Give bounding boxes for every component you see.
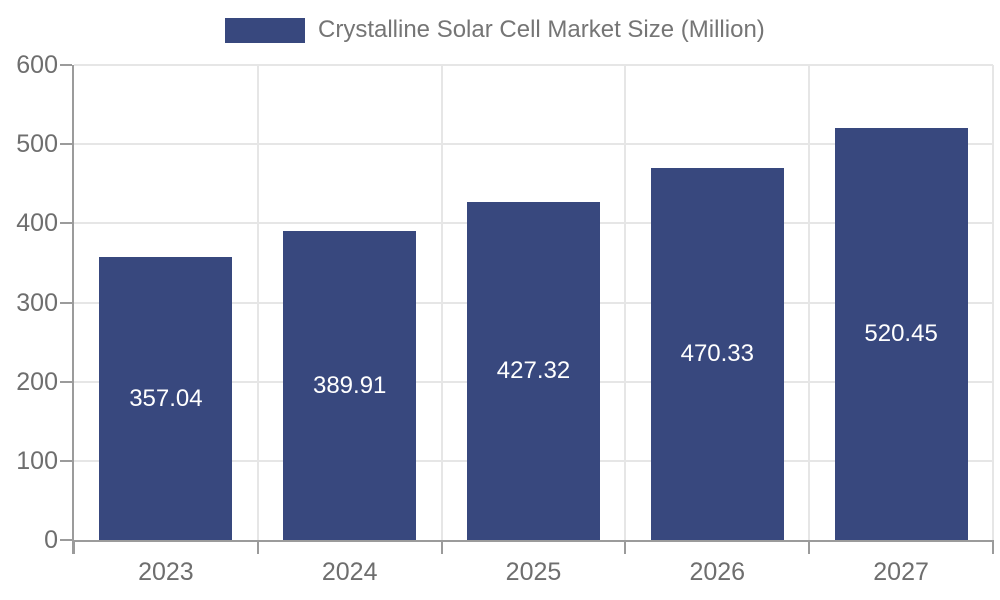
- y-tick-label: 300: [16, 288, 58, 317]
- y-axis-tick: [60, 301, 72, 304]
- legend[interactable]: Crystalline Solar Cell Market Size (Mill…: [225, 16, 765, 44]
- plot-area: 357.04 389.91 427.32 470.33 520.45: [60, 64, 994, 554]
- x-tick-label-2025: 2025: [505, 558, 562, 586]
- bar-2025: 427.32: [467, 201, 600, 540]
- bar-value-label: 427.32: [496, 356, 571, 384]
- gridline-vertical: [992, 65, 994, 540]
- y-tick-label: 100: [16, 446, 58, 475]
- bar-2024: 389.91: [283, 231, 417, 540]
- bar-2023: 357.04: [99, 257, 233, 540]
- y-axis-tick: [60, 64, 72, 66]
- x-axis-tick: [440, 540, 443, 554]
- gridline-vertical: [624, 65, 627, 540]
- gridline-vertical: [256, 65, 259, 540]
- x-axis-tick: [992, 540, 994, 554]
- y-tick-label: 0: [44, 526, 58, 554]
- y-axis-tick: [60, 459, 72, 462]
- bar-2026: 470.33: [650, 167, 784, 540]
- bar-value-label: 389.91: [312, 371, 387, 399]
- y-axis-tick: [60, 222, 72, 225]
- y-axis-tick: [60, 143, 72, 146]
- x-axis-tick: [256, 540, 259, 554]
- gridline-vertical: [808, 65, 811, 540]
- x-axis-tick: [624, 540, 627, 554]
- x-axis-line: [74, 540, 993, 542]
- y-axis-tick: [60, 380, 72, 383]
- bar-value-label: 470.33: [680, 339, 754, 367]
- gridline-horizontal: [74, 64, 993, 66]
- y-axis-tick: [60, 539, 72, 541]
- legend-label: Crystalline Solar Cell Market Size (Mill…: [318, 16, 765, 43]
- x-axis-tick: [808, 540, 811, 554]
- x-axis-tick: [73, 540, 75, 554]
- legend-swatch-icon: [225, 17, 305, 43]
- y-tick-label: 600: [16, 51, 58, 79]
- y-tick-label: 400: [16, 209, 58, 238]
- gridline-horizontal: [74, 143, 993, 146]
- bar-2027: 520.45: [834, 127, 968, 540]
- y-tick-label: 200: [16, 367, 58, 396]
- x-tick-label-2024: 2024: [321, 558, 378, 586]
- x-tick-label-2023: 2023: [138, 558, 194, 586]
- x-tick-label-2026: 2026: [689, 558, 746, 586]
- y-tick-label: 500: [16, 130, 58, 159]
- y-axis-line: [72, 65, 74, 554]
- bar-value-label: 357.04: [129, 384, 203, 412]
- bar-value-label: 520.45: [864, 319, 938, 347]
- gridline-vertical: [440, 65, 443, 540]
- x-tick-label-2027: 2027: [873, 558, 929, 586]
